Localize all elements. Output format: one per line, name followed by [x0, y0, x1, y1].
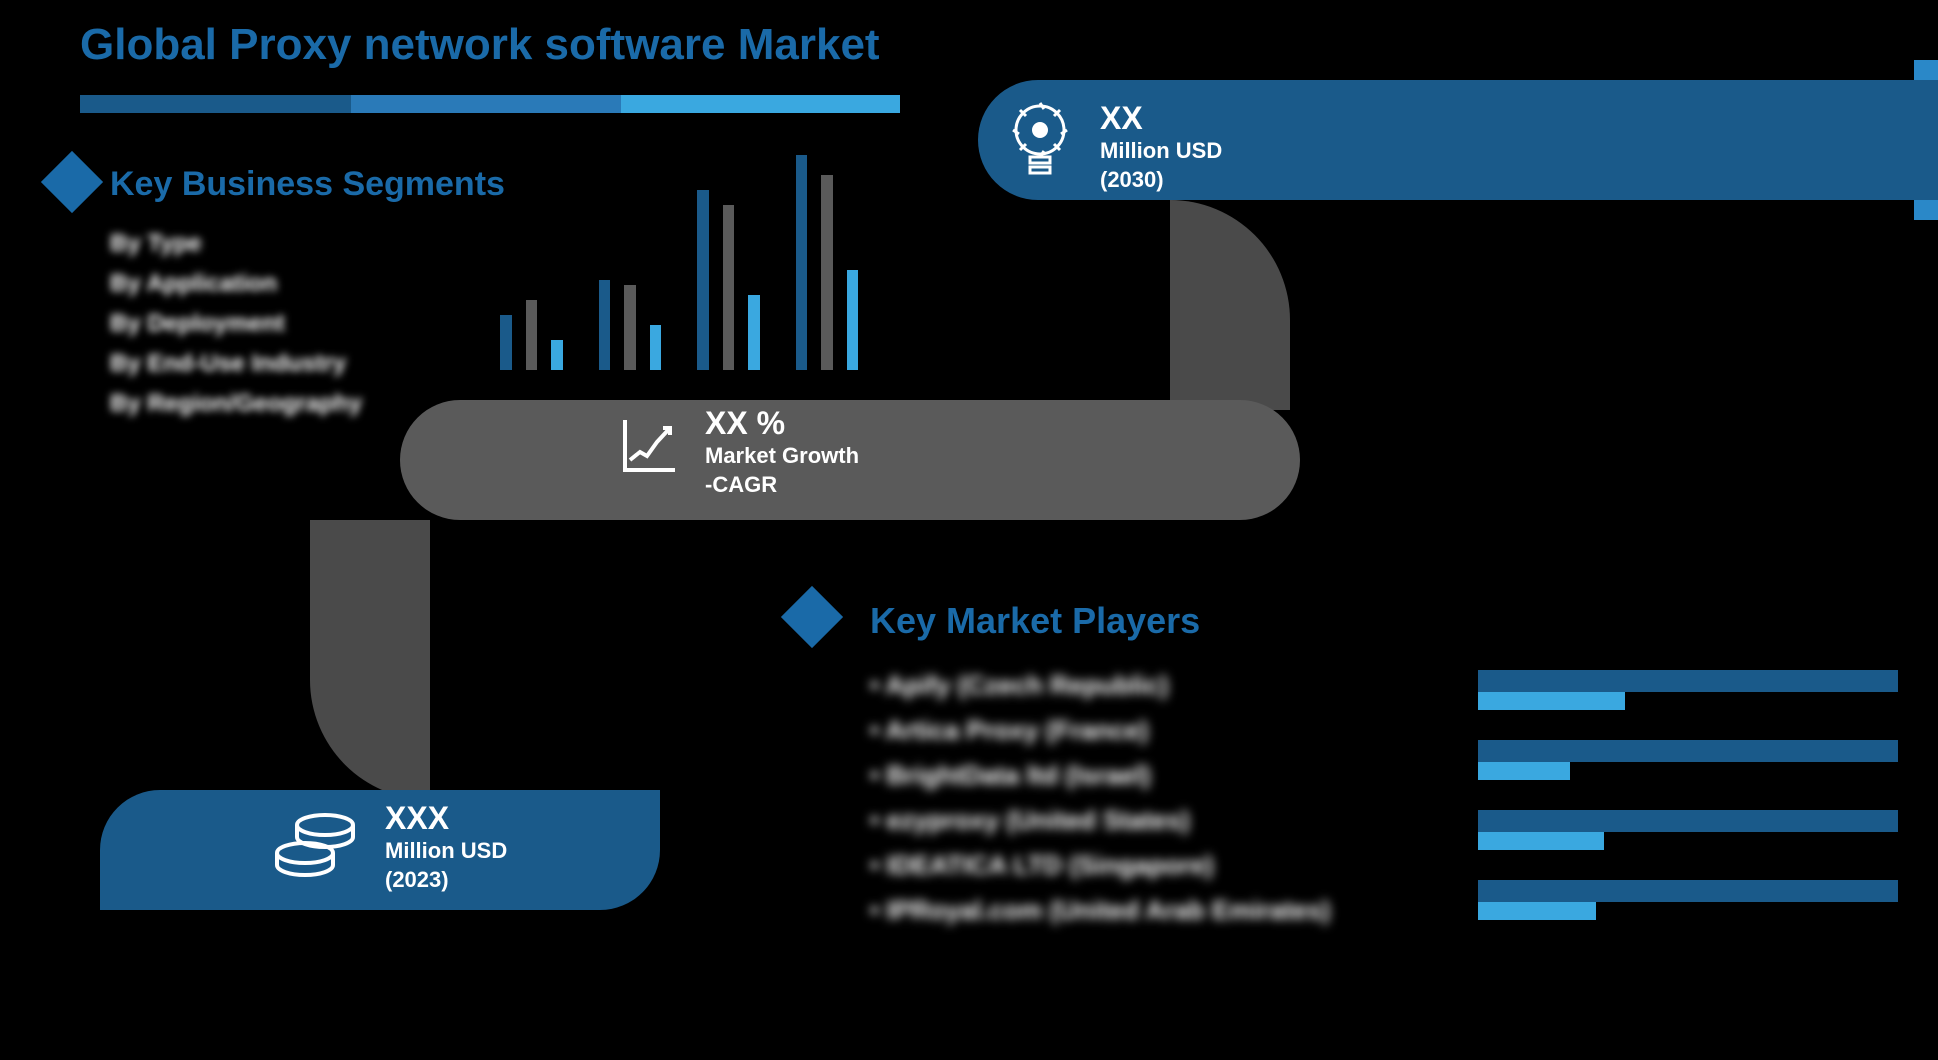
segment-item: By Type [110, 230, 362, 258]
growth-chart-icon [615, 410, 685, 485]
bar [697, 190, 709, 370]
segment-item: By Region/Geography [110, 390, 362, 418]
bar [723, 205, 735, 370]
stat-2023-value: XXX [385, 800, 507, 837]
segment-item: By End-Use Industry [110, 350, 362, 378]
player-item: ezyproxy (United States) [870, 805, 1330, 836]
players-diamond-icon [781, 586, 843, 648]
stat-growth-label: Market Growth-CAGR [705, 442, 859, 499]
ribbon-2023 [100, 790, 660, 910]
player-item: Artica Proxy (France) [870, 715, 1330, 746]
segments-list: By Type By Application By Deployment By … [110, 230, 362, 430]
title-accent-bar [80, 95, 900, 113]
stat-growth: XX % Market Growth-CAGR [705, 405, 859, 499]
segment-item: By Deployment [110, 310, 362, 338]
ribbon-curve-bottom [310, 520, 650, 800]
ribbon-curve-top [950, 200, 1290, 410]
bar [551, 340, 563, 370]
segments-diamond-icon [41, 151, 103, 213]
player-item: IDEATICA LTD (Singapore) [870, 850, 1330, 881]
players-list: Apify (Czech Republic) Artica Proxy (Fra… [870, 670, 1330, 940]
hbar-row [1478, 810, 1898, 850]
hbar-row [1478, 740, 1898, 780]
stat-2030-value: XX [1100, 100, 1222, 137]
lightbulb-gear-icon [1000, 95, 1080, 190]
stat-2030: XX Million USD(2030) [1100, 100, 1222, 194]
segment-item: By Application [110, 270, 362, 298]
player-item: Apify (Czech Republic) [870, 670, 1330, 701]
stat-2030-label: Million USD(2030) [1100, 137, 1222, 194]
stat-2023: XXX Million USD(2023) [385, 800, 507, 894]
bar [599, 280, 611, 370]
player-item: IPRoyal.com (United Arab Emirates) [870, 895, 1330, 926]
bar [526, 300, 538, 370]
players-title: Key Market Players [870, 600, 1200, 642]
bar [500, 315, 512, 370]
bar [821, 175, 833, 370]
title-bar-seg-2 [351, 95, 622, 113]
stat-2023-label: Million USD(2023) [385, 837, 507, 894]
players-hbarchart [1478, 670, 1898, 920]
page-title: Global Proxy network software Market [80, 20, 880, 70]
bar [650, 325, 662, 370]
title-bar-seg-1 [80, 95, 351, 113]
bar [796, 155, 808, 370]
hbar-row [1478, 880, 1898, 920]
segments-title: Key Business Segments [110, 165, 505, 204]
player-item: BrightData ltd (Israel) [870, 760, 1330, 791]
coins-icon [270, 805, 360, 890]
bar [748, 295, 760, 370]
title-bar-seg-3 [621, 95, 900, 113]
stat-growth-value: XX % [705, 405, 859, 442]
bar [847, 270, 859, 370]
hbar-row [1478, 670, 1898, 710]
bar [624, 285, 636, 370]
segments-barchart [500, 140, 880, 370]
